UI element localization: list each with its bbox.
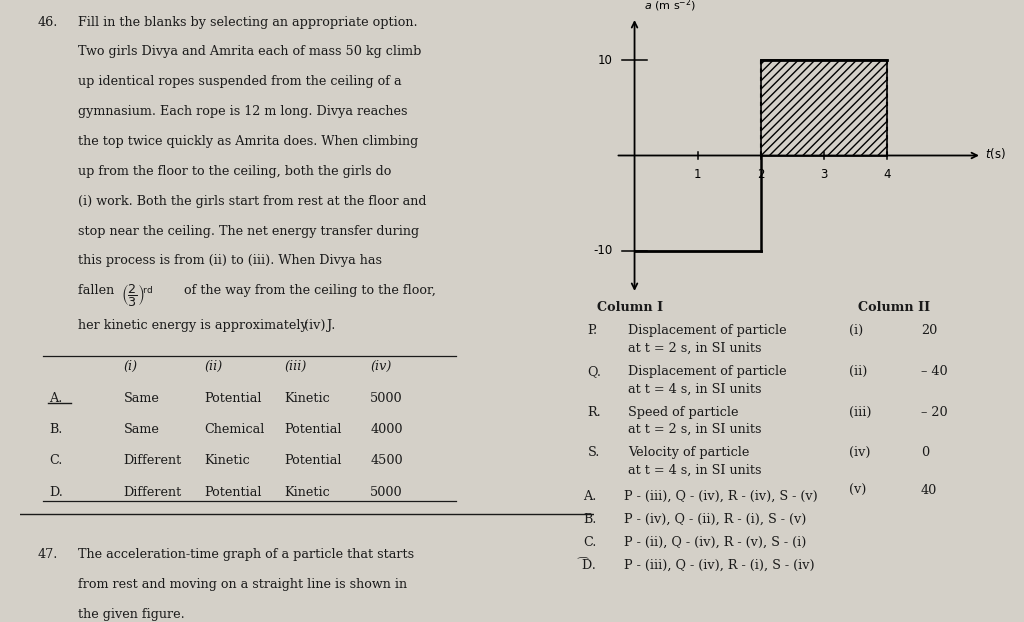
Text: at t = 4 s, in SI units: at t = 4 s, in SI units: [628, 463, 762, 476]
Text: 0: 0: [921, 447, 929, 459]
Text: Kinetic: Kinetic: [204, 455, 250, 468]
Text: Potential: Potential: [285, 423, 342, 436]
Text: this process is from (ii) to (iii). When Divya has: this process is from (ii) to (iii). When…: [78, 254, 382, 267]
Text: gymnasium. Each rope is 12 m long. Divya reaches: gymnasium. Each rope is 12 m long. Divya…: [78, 105, 408, 118]
Text: Two girls Divya and Amrita each of mass 50 kg climb: Two girls Divya and Amrita each of mass …: [78, 45, 421, 58]
Text: C.: C.: [583, 536, 596, 549]
Text: Velocity of particle: Velocity of particle: [628, 447, 750, 459]
Text: – 20: – 20: [921, 406, 947, 419]
Text: (iv): (iv): [849, 447, 870, 459]
Text: (ii): (ii): [849, 365, 867, 378]
Text: J.: J.: [328, 318, 336, 332]
Text: B.: B.: [583, 513, 596, 526]
Text: $\left(\dfrac{2}{3}\right)^{\!\mathrm{rd}}$: $\left(\dfrac{2}{3}\right)^{\!\mathrm{rd…: [121, 282, 154, 309]
Text: Chemical: Chemical: [204, 423, 264, 436]
Text: Different: Different: [124, 455, 182, 468]
Text: B.: B.: [49, 423, 62, 436]
Text: Displacement of particle: Displacement of particle: [628, 365, 786, 378]
Text: $a$ (m s$^{-2}$): $a$ (m s$^{-2}$): [644, 0, 696, 14]
Text: (i) work. Both the girls start from rest at the floor and: (i) work. Both the girls start from rest…: [78, 195, 426, 208]
Text: A.: A.: [583, 490, 596, 503]
Text: Potential: Potential: [204, 486, 261, 499]
Text: 4500: 4500: [371, 455, 402, 468]
Text: P - (iii), Q - (iv), R - (iv), S - (v): P - (iii), Q - (iv), R - (iv), S - (v): [624, 490, 817, 503]
Text: $t$(s): $t$(s): [985, 146, 1006, 161]
Text: (ii): (ii): [204, 360, 222, 373]
Text: 10: 10: [598, 53, 612, 67]
Text: P.: P.: [588, 325, 598, 337]
Text: (i): (i): [124, 360, 138, 373]
Text: the top twice quickly as Amrita does. When climbing: the top twice quickly as Amrita does. Wh…: [78, 135, 418, 148]
Text: (iii): (iii): [849, 406, 871, 419]
Text: 3: 3: [820, 168, 827, 181]
Text: -10: -10: [593, 244, 612, 258]
Text: 46.: 46.: [38, 16, 58, 29]
Text: Potential: Potential: [285, 455, 342, 468]
Text: (i): (i): [849, 325, 863, 337]
Text: Same: Same: [124, 423, 160, 436]
Text: her kinetic energy is approximately: her kinetic energy is approximately: [78, 318, 311, 332]
Text: of the way from the ceiling to the floor,: of the way from the ceiling to the floor…: [184, 284, 436, 297]
Text: 4000: 4000: [371, 423, 402, 436]
Bar: [761, 60, 887, 156]
Text: C.: C.: [49, 455, 62, 468]
Text: P - (iii), Q - (iv), R - (i), S - (iv): P - (iii), Q - (iv), R - (i), S - (iv): [624, 559, 814, 572]
Text: The acceleration-time graph of a particle that starts: The acceleration-time graph of a particl…: [78, 549, 414, 562]
Text: (v): (v): [849, 484, 866, 497]
Text: Potential: Potential: [204, 392, 261, 405]
Text: stop near the ceiling. The net energy transfer during: stop near the ceiling. The net energy tr…: [78, 225, 419, 238]
Text: (iv): (iv): [304, 318, 326, 332]
Text: at t = 2 s, in SI units: at t = 2 s, in SI units: [628, 423, 762, 436]
Text: R.: R.: [588, 406, 601, 419]
Text: Kinetic: Kinetic: [285, 392, 330, 405]
Text: up identical ropes suspended from the ceiling of a: up identical ropes suspended from the ce…: [78, 75, 401, 88]
Text: A.: A.: [49, 392, 62, 405]
Text: (iv): (iv): [371, 360, 391, 373]
Text: Column I: Column I: [597, 300, 663, 313]
Text: – 40: – 40: [921, 365, 947, 378]
Text: 5000: 5000: [371, 486, 402, 499]
Text: 47.: 47.: [38, 549, 58, 562]
Text: at t = 4 s, in SI units: at t = 4 s, in SI units: [628, 383, 762, 396]
Text: the given figure.: the given figure.: [78, 608, 184, 621]
Text: (iii): (iii): [285, 360, 306, 373]
Text: 2: 2: [757, 168, 765, 181]
Text: up from the floor to the ceiling, both the girls do: up from the floor to the ceiling, both t…: [78, 165, 391, 178]
Text: 4: 4: [884, 168, 891, 181]
Text: Speed of particle: Speed of particle: [628, 406, 738, 419]
Text: Displacement of particle: Displacement of particle: [628, 325, 786, 337]
Text: Different: Different: [124, 486, 182, 499]
Text: 1: 1: [694, 168, 701, 181]
Text: 40: 40: [921, 484, 937, 497]
Text: at t = 2 s, in SI units: at t = 2 s, in SI units: [628, 341, 762, 355]
Text: P - (iv), Q - (ii), R - (i), S - (v): P - (iv), Q - (ii), R - (i), S - (v): [624, 513, 806, 526]
Text: Q.: Q.: [588, 365, 601, 378]
Text: P - (ii), Q - (iv), R - (v), S - (i): P - (ii), Q - (iv), R - (v), S - (i): [624, 536, 806, 549]
Text: Fill in the blanks by selecting an appropriate option.: Fill in the blanks by selecting an appro…: [78, 16, 418, 29]
Text: from rest and moving on a straight line is shown in: from rest and moving on a straight line …: [78, 578, 407, 592]
Text: Kinetic: Kinetic: [285, 486, 330, 499]
Text: D.: D.: [49, 486, 63, 499]
Text: Same: Same: [124, 392, 160, 405]
Text: 5000: 5000: [371, 392, 402, 405]
Text: fallen: fallen: [78, 284, 118, 297]
Text: ͡D.: ͡D.: [583, 559, 597, 572]
Text: 20: 20: [921, 325, 937, 337]
Text: Column II: Column II: [858, 300, 930, 313]
Text: S.: S.: [588, 447, 600, 459]
